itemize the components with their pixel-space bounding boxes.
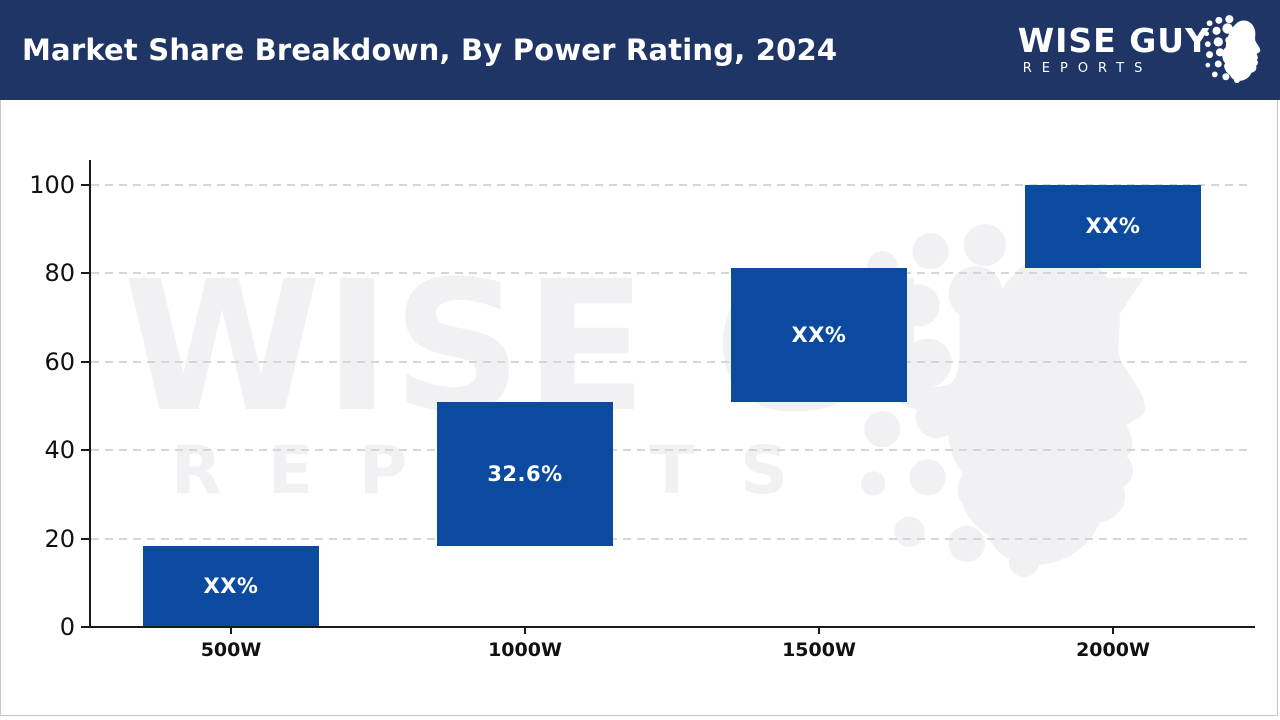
brand-logo: WISE GUY REPORTS: [1018, 10, 1266, 90]
wiseguy-head-icon: [1202, 10, 1266, 90]
y-axis-line: [89, 160, 91, 628]
gridline-y-60: [91, 360, 1253, 363]
x-tick-mark-1500W: [818, 628, 820, 634]
brand-logo-text: WISE GUY REPORTS: [1018, 24, 1210, 76]
x-tick-mark-500W: [230, 628, 232, 634]
x-axis-tick-label-1500W: 1500W: [782, 639, 856, 661]
y-tick-mark-100: [81, 184, 89, 186]
bar-value-label-1000W: 32.6%: [487, 461, 563, 486]
x-axis-tick-label-500W: 500W: [200, 639, 262, 661]
y-tick-mark-20: [81, 537, 89, 540]
x-axis-line: [89, 626, 1255, 628]
x-tick-mark-1000W: [524, 628, 526, 634]
y-tick-mark-0: [81, 626, 89, 628]
y-axis-tick-label-40: 40: [44, 436, 75, 465]
x-axis-tick-label-1000W: 1000W: [488, 639, 562, 661]
y-axis-tick-label-0: 0: [59, 613, 75, 641]
brand-subtitle: REPORTS: [1022, 61, 1153, 76]
bar-value-label-500W: XX%: [203, 574, 259, 599]
y-axis-tick-label-60: 60: [44, 347, 75, 376]
y-tick-mark-60: [81, 360, 89, 363]
chart-canvas: WISE GUY REPORTS 020406080100500W1000W15…: [0, 100, 1278, 716]
bar-value-label-2000W: XX%: [1085, 214, 1141, 239]
gridline-y-80: [91, 272, 1253, 275]
y-axis-tick-label-80: 80: [44, 259, 75, 288]
gridline-y-40: [91, 449, 1253, 452]
gridline-y-20: [91, 537, 1253, 540]
brand-name: WISE GUY: [1017, 21, 1210, 60]
bar-value-label-1500W: XX%: [791, 322, 847, 347]
header-bar: Market Share Breakdown, By Power Rating,…: [0, 0, 1280, 100]
bar-1000W: 32.6%: [437, 401, 613, 546]
gridline-y-100: [91, 184, 1253, 186]
bar-500W: XX%: [143, 545, 319, 627]
y-axis-tick-label-20: 20: [44, 524, 75, 553]
y-tick-mark-80: [81, 272, 89, 275]
x-axis-tick-label-2000W: 2000W: [1076, 639, 1150, 661]
bar-2000W: XX%: [1025, 185, 1201, 268]
y-axis-tick-label-100: 100: [29, 171, 75, 199]
page-title: Market Share Breakdown, By Power Rating,…: [22, 33, 838, 67]
y-tick-mark-40: [81, 449, 89, 452]
watermark-head-icon: [843, 224, 1175, 586]
bar-1500W: XX%: [731, 267, 907, 402]
x-tick-mark-2000W: [1112, 628, 1114, 634]
